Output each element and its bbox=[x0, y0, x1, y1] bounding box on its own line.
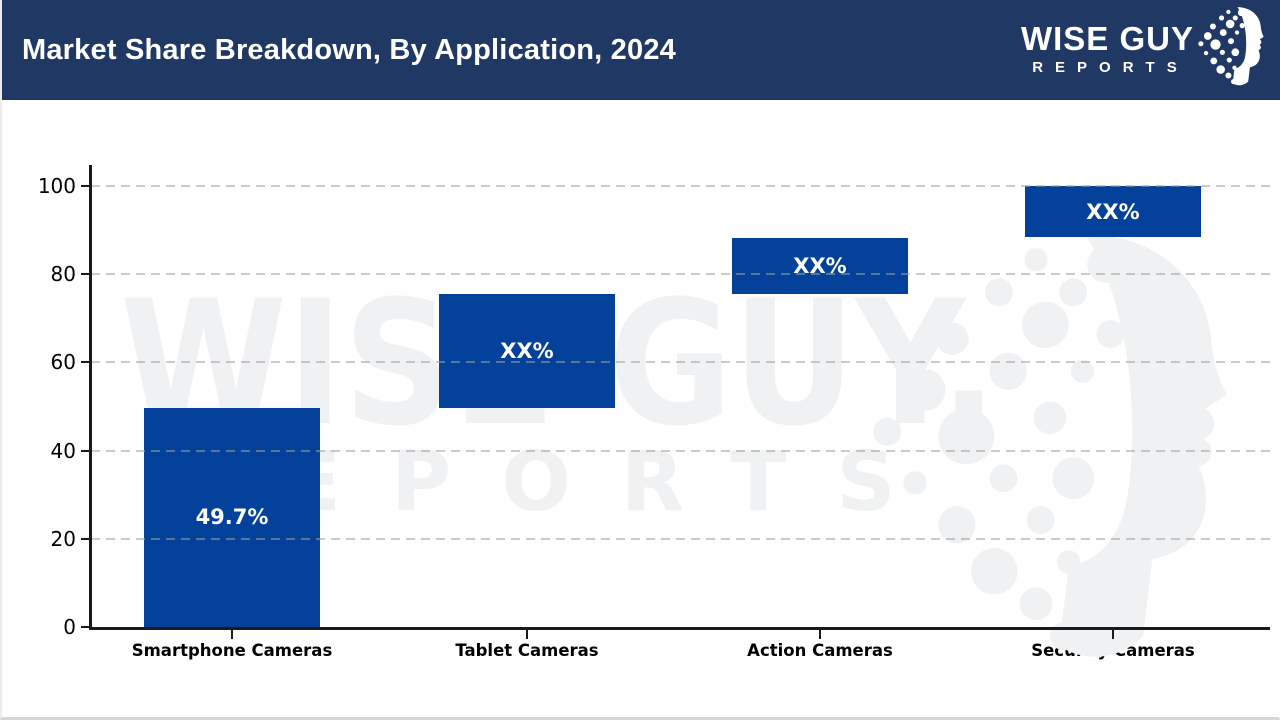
y-tick-label: 80 bbox=[50, 262, 76, 287]
y-tick-mark bbox=[81, 449, 90, 452]
grid-line bbox=[91, 273, 1270, 276]
x-category-label: Smartphone Cameras bbox=[131, 641, 333, 660]
bar: XX% bbox=[732, 238, 908, 295]
x-tick-mark bbox=[1112, 630, 1114, 639]
bar-value-label: 49.7% bbox=[195, 505, 269, 530]
y-axis-spine bbox=[89, 165, 92, 629]
x-category-label: Action Cameras bbox=[747, 641, 893, 660]
header-bar: Market Share Breakdown, By Application, … bbox=[2, 0, 1280, 100]
x-axis-spine bbox=[89, 627, 1270, 630]
bar: XX% bbox=[1025, 186, 1201, 238]
grid-line bbox=[91, 361, 1270, 364]
bar: 49.7% bbox=[144, 407, 320, 627]
chart-canvas: WISE GUY. REPORTS 0 20 40 60 80 100 49.7% Smart… bbox=[2, 100, 1280, 717]
grid-line bbox=[91, 449, 1270, 452]
plot-area: 0 20 40 60 80 100 49.7% Smartphone Cameras XX% Ta… bbox=[2, 100, 1280, 717]
watermark-head-icon bbox=[864, 222, 1236, 693]
y-tick-mark bbox=[81, 537, 90, 540]
wiseguy-logo-text: WISE GUY REPORTS bbox=[1021, 22, 1194, 78]
x-tick-mark bbox=[526, 630, 528, 639]
y-tick-mark bbox=[81, 273, 90, 276]
y-tick-mark bbox=[81, 185, 90, 187]
grid-line bbox=[91, 185, 1270, 187]
wiseguy-head-icon bbox=[1196, 5, 1266, 96]
bar-value-label: XX% bbox=[500, 338, 554, 363]
wiseguy-logo-name: WISE GUY bbox=[1020, 20, 1194, 57]
y-tick-label: 60 bbox=[50, 350, 76, 375]
grid-line bbox=[91, 537, 1270, 540]
y-tick-label: 40 bbox=[50, 438, 76, 463]
y-tick-mark bbox=[81, 361, 90, 364]
bar-value-label: XX% bbox=[1086, 199, 1140, 224]
y-tick-label: 20 bbox=[50, 526, 76, 551]
y-tick-label: 100 bbox=[37, 174, 76, 198]
wiseguy-logo: WISE GUY REPORTS bbox=[1021, 5, 1280, 96]
x-tick-mark bbox=[819, 630, 821, 639]
x-tick-mark bbox=[231, 630, 233, 639]
bar: XX% bbox=[439, 294, 615, 408]
chart-title: Market Share Breakdown, By Application, … bbox=[22, 33, 676, 66]
x-category-label: Tablet Cameras bbox=[455, 641, 599, 660]
y-tick-mark bbox=[81, 626, 90, 628]
wiseguy-logo-sub: REPORTS bbox=[1032, 59, 1189, 76]
y-tick-label: 0 bbox=[63, 615, 76, 639]
